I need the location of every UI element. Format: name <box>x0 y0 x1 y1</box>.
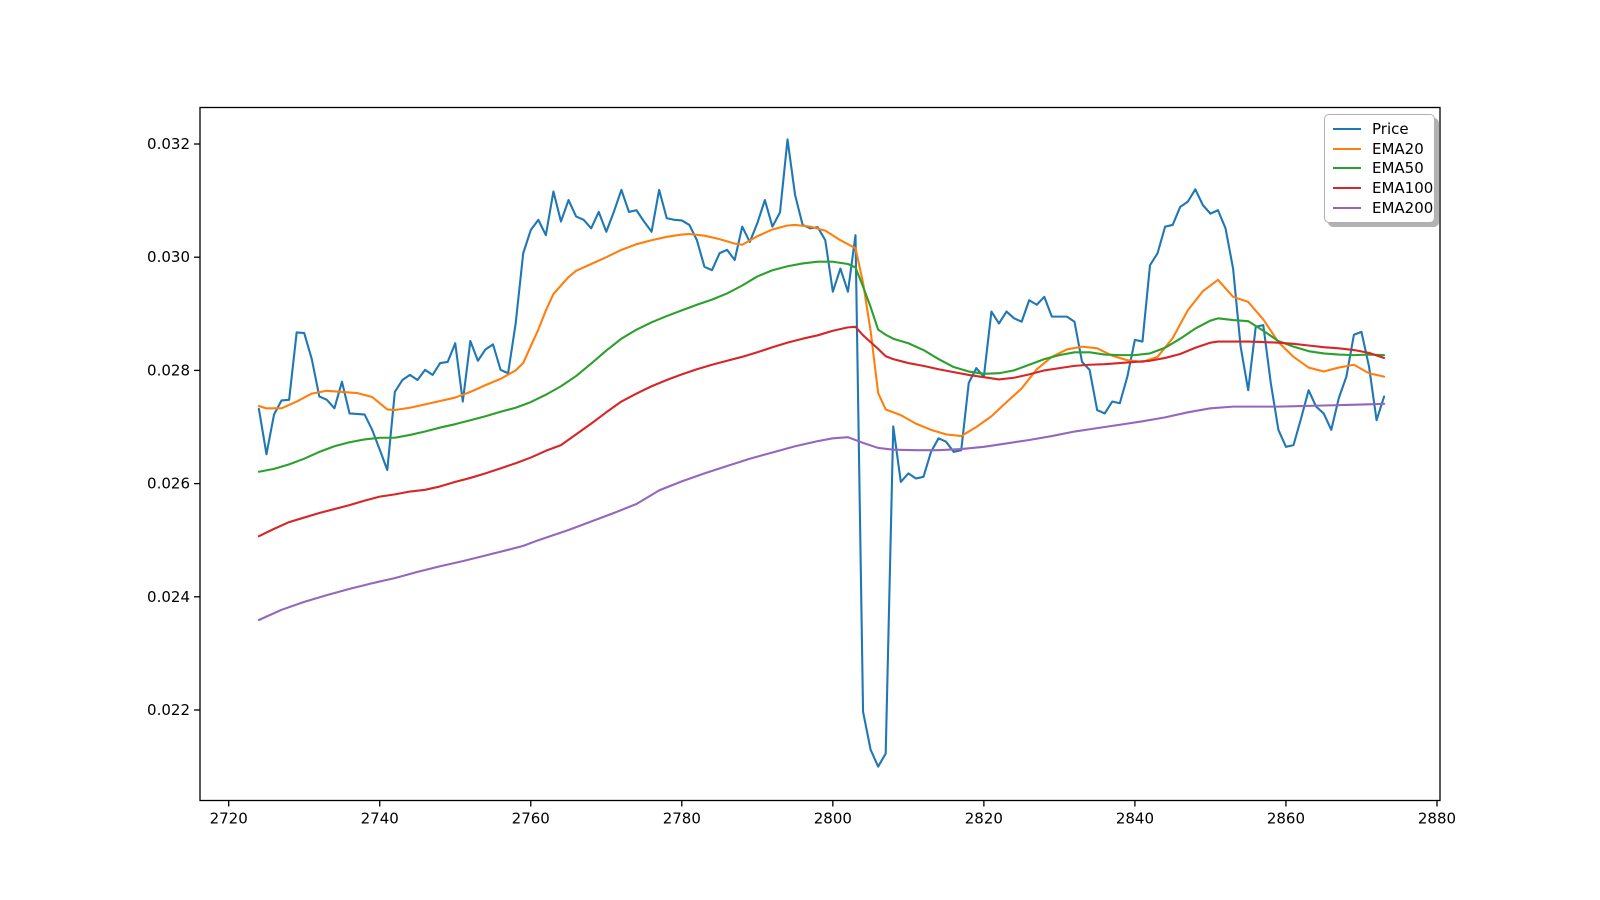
legend-label-price: Price <box>1372 119 1409 138</box>
x-axis-tick-label: 2880 <box>1418 810 1456 828</box>
legend: Price EMA20 EMA50 EMA100 EMA200 <box>1324 114 1435 223</box>
x-axis-tick-label: 2760 <box>512 810 550 828</box>
x-axis-tick-label: 2840 <box>1116 810 1154 828</box>
y-axis-tick-label: 0.024 <box>147 588 190 606</box>
series-line-ema20 <box>257 223 1386 438</box>
series-line-ema200 <box>257 402 1386 622</box>
plot-area <box>200 107 1440 801</box>
legend-line-sample-price <box>1333 127 1361 130</box>
legend-entry-ema200: EMA200 <box>1333 198 1433 218</box>
legend-entry-ema20: EMA20 <box>1333 139 1426 159</box>
legend-line-sample-ema200 <box>1333 207 1361 210</box>
legend-label-ema100: EMA100 <box>1372 179 1434 198</box>
series-line-ema100 <box>257 325 1386 538</box>
y-axis-tick-label: 0.022 <box>147 701 190 719</box>
legend-entry-price: Price <box>1333 119 1426 139</box>
legend-label-ema20: EMA20 <box>1372 139 1424 158</box>
x-axis-tick-label: 2720 <box>210 810 248 828</box>
y-axis-tick-label: 0.030 <box>147 248 190 266</box>
legend-entry-ema100: EMA100 <box>1333 178 1433 198</box>
x-axis-tick-label: 2820 <box>965 810 1003 828</box>
x-axis-tick-label: 2740 <box>361 810 399 828</box>
x-axis-tick-label: 2800 <box>814 810 852 828</box>
series-line-ema50 <box>257 260 1386 473</box>
legend-label-ema50: EMA50 <box>1372 159 1424 178</box>
y-axis-tick-label: 0.026 <box>147 475 190 493</box>
x-axis-tick-label: 2860 <box>1267 810 1305 828</box>
x-axis-tick-label: 2780 <box>663 810 701 828</box>
legend-line-sample-ema100 <box>1333 187 1361 190</box>
series-line-price <box>257 138 1386 768</box>
y-axis-tick-label: 0.032 <box>147 135 190 153</box>
legend-label-ema200: EMA200 <box>1372 199 1434 218</box>
y-axis-tick-label: 0.028 <box>147 361 190 379</box>
axes-spines <box>199 106 1441 802</box>
legend-entry-ema50: EMA50 <box>1333 159 1426 179</box>
legend-line-sample-ema20 <box>1333 147 1361 150</box>
legend-line-sample-ema50 <box>1333 167 1361 170</box>
